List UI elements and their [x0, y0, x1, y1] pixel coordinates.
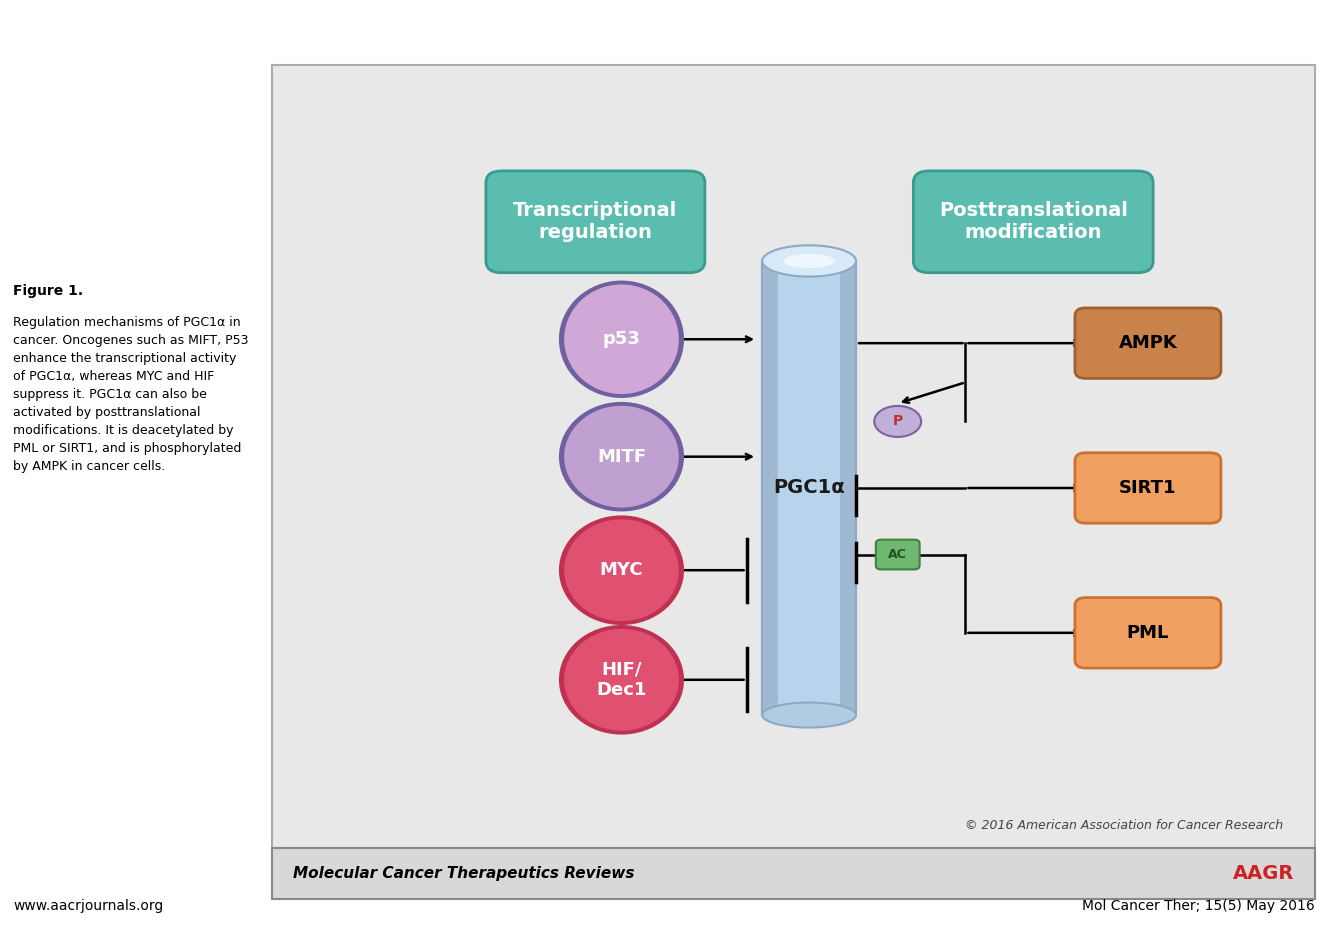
- Text: MYC: MYC: [600, 561, 643, 579]
- Text: www.aacrjournals.org: www.aacrjournals.org: [13, 899, 163, 913]
- Text: SIRT1: SIRT1: [1120, 479, 1177, 497]
- Ellipse shape: [559, 402, 684, 512]
- Text: Figure 1.: Figure 1.: [13, 284, 84, 298]
- Text: Transcriptional
regulation: Transcriptional regulation: [514, 201, 677, 242]
- FancyBboxPatch shape: [876, 540, 919, 569]
- Polygon shape: [762, 261, 778, 715]
- Ellipse shape: [559, 625, 684, 734]
- Bar: [272, 848, 1315, 899]
- Ellipse shape: [784, 254, 835, 268]
- Text: PGC1α: PGC1α: [773, 478, 845, 498]
- Ellipse shape: [564, 405, 679, 508]
- Text: Posttranslational
modification: Posttranslational modification: [939, 201, 1127, 242]
- Text: HIF/
Dec1: HIF/ Dec1: [596, 661, 647, 699]
- Ellipse shape: [762, 703, 857, 728]
- FancyBboxPatch shape: [486, 171, 705, 273]
- Text: p53: p53: [603, 330, 640, 349]
- Polygon shape: [762, 261, 857, 715]
- Ellipse shape: [559, 281, 684, 398]
- FancyBboxPatch shape: [1074, 453, 1220, 523]
- FancyBboxPatch shape: [1074, 597, 1220, 668]
- Text: PML: PML: [1126, 624, 1169, 642]
- Text: AAGR: AAGR: [1232, 865, 1293, 884]
- Text: Regulation mechanisms of PGC1α in
cancer. Oncogenes such as MIFT, P53
enhance th: Regulation mechanisms of PGC1α in cancer…: [13, 316, 248, 473]
- Text: P: P: [892, 415, 903, 429]
- Text: © 2016 American Association for Cancer Research: © 2016 American Association for Cancer R…: [965, 819, 1283, 832]
- FancyBboxPatch shape: [1074, 308, 1220, 378]
- Ellipse shape: [564, 519, 679, 621]
- Polygon shape: [841, 261, 857, 715]
- Ellipse shape: [874, 406, 922, 437]
- Text: AC: AC: [888, 548, 907, 561]
- Text: AMPK: AMPK: [1118, 335, 1178, 352]
- Text: Molecular Cancer Therapeutics Reviews: Molecular Cancer Therapeutics Reviews: [293, 867, 635, 882]
- Ellipse shape: [564, 629, 679, 731]
- Ellipse shape: [762, 245, 857, 277]
- Text: MITF: MITF: [596, 447, 645, 466]
- Ellipse shape: [564, 284, 679, 394]
- Text: Mol Cancer Ther; 15(5) May 2016: Mol Cancer Ther; 15(5) May 2016: [1082, 899, 1315, 913]
- FancyBboxPatch shape: [914, 171, 1153, 273]
- Ellipse shape: [559, 515, 684, 625]
